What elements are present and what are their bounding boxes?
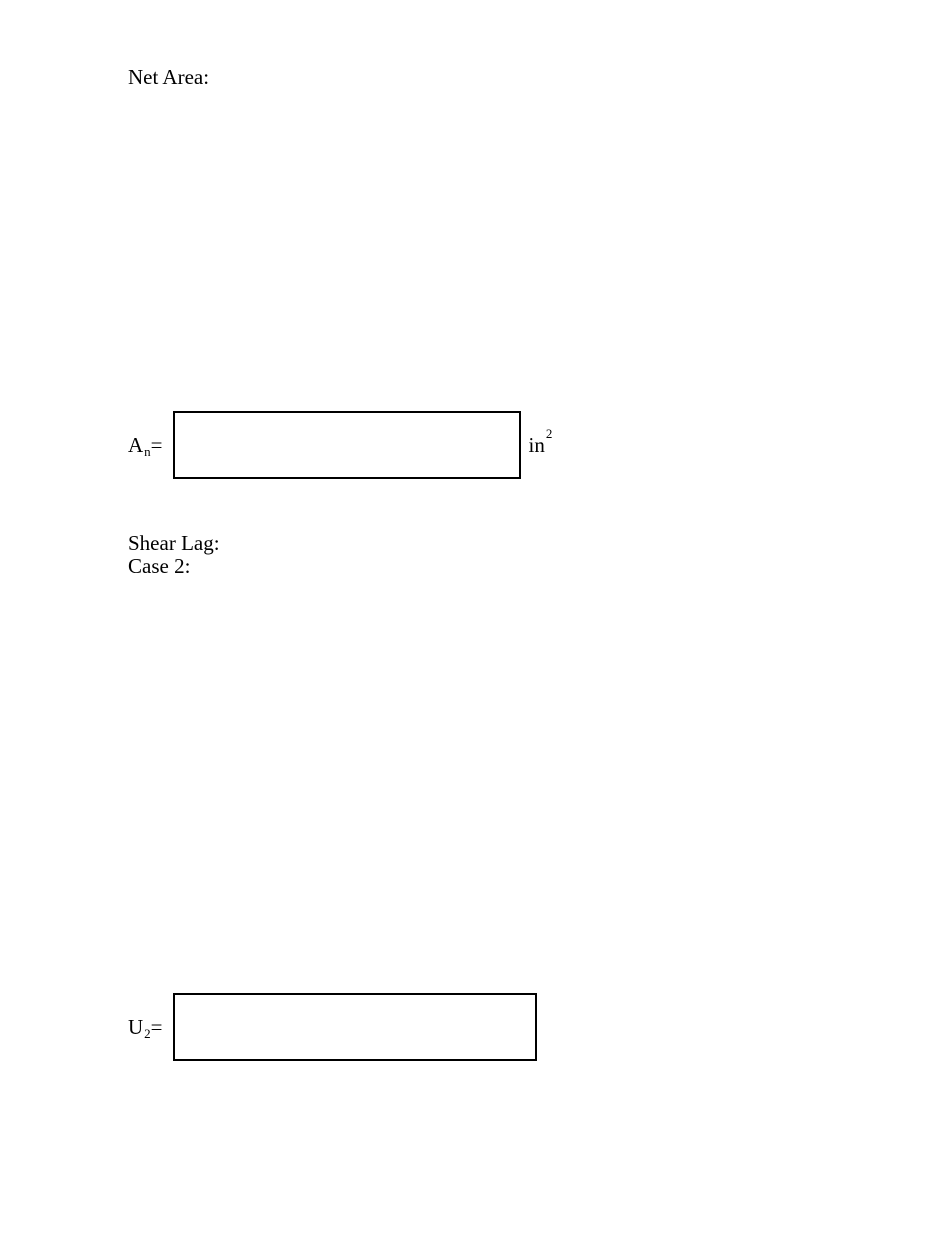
u2-answer-box[interactable] — [173, 993, 537, 1061]
an-equals: = — [151, 433, 163, 458]
u2-equals: = — [151, 1015, 163, 1040]
an-unit-base: in — [529, 433, 545, 458]
an-unit-sup: 2 — [546, 426, 553, 442]
net-area-equation-row: A n = in 2 — [128, 411, 552, 479]
an-label: A n = — [128, 433, 163, 458]
shear-lag-line1: Shear Lag: — [128, 532, 220, 555]
net-area-heading: Net Area: — [128, 66, 209, 89]
shear-lag-line2: Case 2: — [128, 555, 220, 578]
an-answer-box[interactable] — [173, 411, 521, 479]
u2-symbol: U — [128, 1015, 143, 1040]
u2-subscript: 2 — [144, 1026, 151, 1042]
an-symbol: A — [128, 433, 143, 458]
shear-lag-heading: Shear Lag: Case 2: — [128, 532, 220, 578]
u2-label: U 2 = — [128, 1015, 163, 1040]
an-unit: in 2 — [529, 433, 553, 458]
shear-lag-equation-row: U 2 = — [128, 993, 537, 1061]
an-subscript: n — [144, 444, 151, 460]
